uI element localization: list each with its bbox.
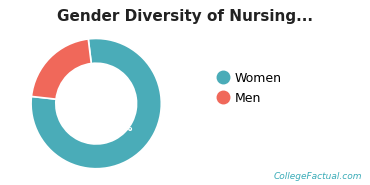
Text: Gender Diversity of Nursing...: Gender Diversity of Nursing... <box>57 9 313 24</box>
Legend: Women, Men: Women, Men <box>213 67 287 110</box>
Wedge shape <box>31 38 161 169</box>
Text: 78.7%: 78.7% <box>96 123 133 133</box>
Wedge shape <box>31 39 91 99</box>
Text: CollegeFactual.com: CollegeFactual.com <box>274 172 363 181</box>
